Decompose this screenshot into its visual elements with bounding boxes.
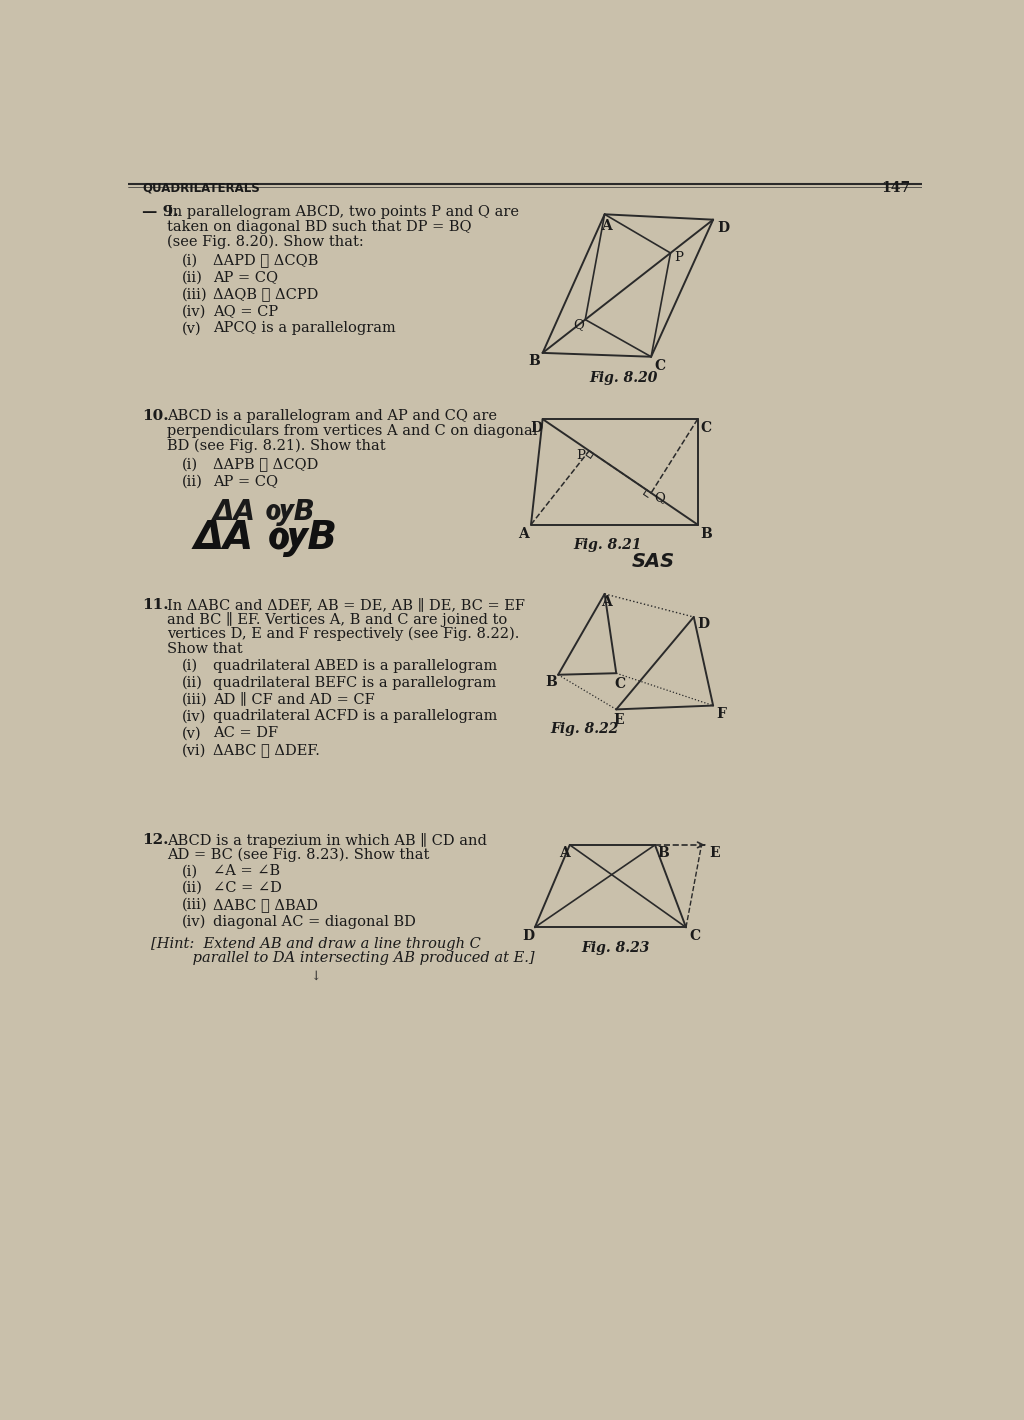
Text: perpendiculars from vertices A and C on diagonal: perpendiculars from vertices A and C on … (167, 423, 538, 437)
Text: D: D (522, 929, 535, 943)
Text: (iii): (iii) (182, 287, 208, 301)
Text: AD ∥ CF and AD = CF: AD ∥ CF and AD = CF (213, 693, 375, 707)
Text: (iv): (iv) (182, 710, 207, 723)
Text: (iv): (iv) (182, 914, 207, 929)
Text: B: B (657, 846, 669, 861)
Text: (v): (v) (182, 321, 202, 335)
Text: (ii): (ii) (182, 880, 203, 895)
Text: (i): (i) (182, 659, 199, 673)
Text: ABCD is a parallelogram and AP and CQ are: ABCD is a parallelogram and AP and CQ ar… (167, 409, 497, 423)
Text: (v): (v) (182, 727, 202, 740)
Text: APCQ is a parallelogram: APCQ is a parallelogram (213, 321, 396, 335)
Text: B: B (546, 674, 557, 689)
Text: C: C (614, 677, 626, 692)
Text: ΔA ѹB: ΔA ѹB (194, 520, 338, 557)
Text: BD (see Fig. 8.21). Show that: BD (see Fig. 8.21). Show that (167, 439, 385, 453)
Text: 10.: 10. (142, 409, 169, 423)
Text: ΔAPD ≅ ΔCQB: ΔAPD ≅ ΔCQB (213, 254, 318, 267)
Text: A: A (601, 219, 611, 233)
Text: and BC ∥ EF. Vertices A, B and C are joined to: and BC ∥ EF. Vertices A, B and C are joi… (167, 612, 507, 628)
Text: — 9.: — 9. (142, 204, 178, 219)
Text: In ΔABC and ΔDEF, AB = DE, AB ∥ DE, BC = EF: In ΔABC and ΔDEF, AB = DE, AB ∥ DE, BC =… (167, 598, 524, 612)
Text: Q: Q (573, 318, 585, 331)
Text: Fig. 8.20: Fig. 8.20 (589, 371, 657, 385)
Text: In parallelogram ABCD, two points P and Q are: In parallelogram ABCD, two points P and … (167, 204, 519, 219)
Text: (vi): (vi) (182, 743, 207, 757)
Text: P: P (577, 449, 586, 463)
Text: SAS: SAS (632, 551, 675, 571)
Text: (iii): (iii) (182, 693, 208, 707)
Text: quadrilateral ACFD is a parallelogram: quadrilateral ACFD is a parallelogram (213, 710, 498, 723)
Text: ΔABC ≅ ΔBAD: ΔABC ≅ ΔBAD (213, 897, 318, 912)
Text: Fig. 8.22: Fig. 8.22 (550, 723, 618, 737)
Text: F: F (716, 707, 726, 721)
Text: A: A (518, 527, 529, 541)
Text: C: C (689, 929, 700, 943)
Text: E: E (710, 846, 720, 861)
Text: 12.: 12. (142, 832, 169, 846)
Text: vertices D, E and F respectively (see Fig. 8.22).: vertices D, E and F respectively (see Fi… (167, 628, 519, 642)
Text: QUADRILATERALS: QUADRILATERALS (142, 182, 260, 195)
Text: (i): (i) (182, 254, 199, 267)
Text: 11.: 11. (142, 598, 169, 612)
Text: E: E (613, 713, 624, 727)
Text: [Hint:  Extend AB and draw a line through C: [Hint: Extend AB and draw a line through… (152, 937, 481, 950)
Text: A: A (601, 595, 611, 609)
Text: parallel to DA intersecting AB produced at E.]: parallel to DA intersecting AB produced … (152, 951, 535, 966)
Text: (iv): (iv) (182, 304, 207, 318)
Text: P: P (675, 251, 683, 264)
Text: Fig. 8.21: Fig. 8.21 (573, 538, 642, 552)
Text: C: C (700, 422, 712, 436)
Text: B: B (528, 355, 541, 368)
Text: AC = DF: AC = DF (213, 727, 279, 740)
Text: diagonal AC = diagonal BD: diagonal AC = diagonal BD (213, 914, 416, 929)
Text: Q: Q (654, 491, 666, 504)
Text: (ii): (ii) (182, 270, 203, 284)
Text: quadrilateral ABED is a parallelogram: quadrilateral ABED is a parallelogram (213, 659, 498, 673)
Text: D: D (530, 422, 543, 436)
Text: ↓: ↓ (310, 970, 321, 983)
Text: ΔAPB ≅ ΔCQD: ΔAPB ≅ ΔCQD (213, 457, 318, 471)
Text: B: B (700, 527, 713, 541)
Text: taken on diagonal BD such that DP = BQ: taken on diagonal BD such that DP = BQ (167, 220, 471, 234)
Text: AQ = CP: AQ = CP (213, 304, 279, 318)
Text: ΔA ѹB: ΔA ѹB (213, 497, 316, 525)
Text: (ii): (ii) (182, 676, 203, 690)
Text: AP = CQ: AP = CQ (213, 270, 279, 284)
Text: ΔABC ≅ ΔDEF.: ΔABC ≅ ΔDEF. (213, 743, 321, 757)
Text: Fig. 8.23: Fig. 8.23 (582, 941, 650, 956)
Text: ∠A = ∠B: ∠A = ∠B (213, 865, 281, 878)
Text: (iii): (iii) (182, 897, 208, 912)
Text: 147: 147 (882, 182, 910, 195)
Text: (ii): (ii) (182, 474, 203, 488)
Text: D: D (697, 618, 709, 630)
Text: AD = BC (see Fig. 8.23). Show that: AD = BC (see Fig. 8.23). Show that (167, 848, 429, 862)
Text: D: D (717, 222, 729, 236)
Text: (i): (i) (182, 865, 199, 878)
Text: (i): (i) (182, 457, 199, 471)
Text: AP = CQ: AP = CQ (213, 474, 279, 488)
Text: C: C (654, 359, 666, 373)
Text: (see Fig. 8.20). Show that:: (see Fig. 8.20). Show that: (167, 234, 364, 248)
Text: A: A (559, 846, 569, 861)
Text: quadrilateral BEFC is a parallelogram: quadrilateral BEFC is a parallelogram (213, 676, 497, 690)
Text: Show that: Show that (167, 642, 243, 656)
Text: ∠C = ∠D: ∠C = ∠D (213, 880, 283, 895)
Text: ΔAQB ≅ ΔCPD: ΔAQB ≅ ΔCPD (213, 287, 318, 301)
Text: ABCD is a trapezium in which AB ∥ CD and: ABCD is a trapezium in which AB ∥ CD and (167, 832, 486, 848)
